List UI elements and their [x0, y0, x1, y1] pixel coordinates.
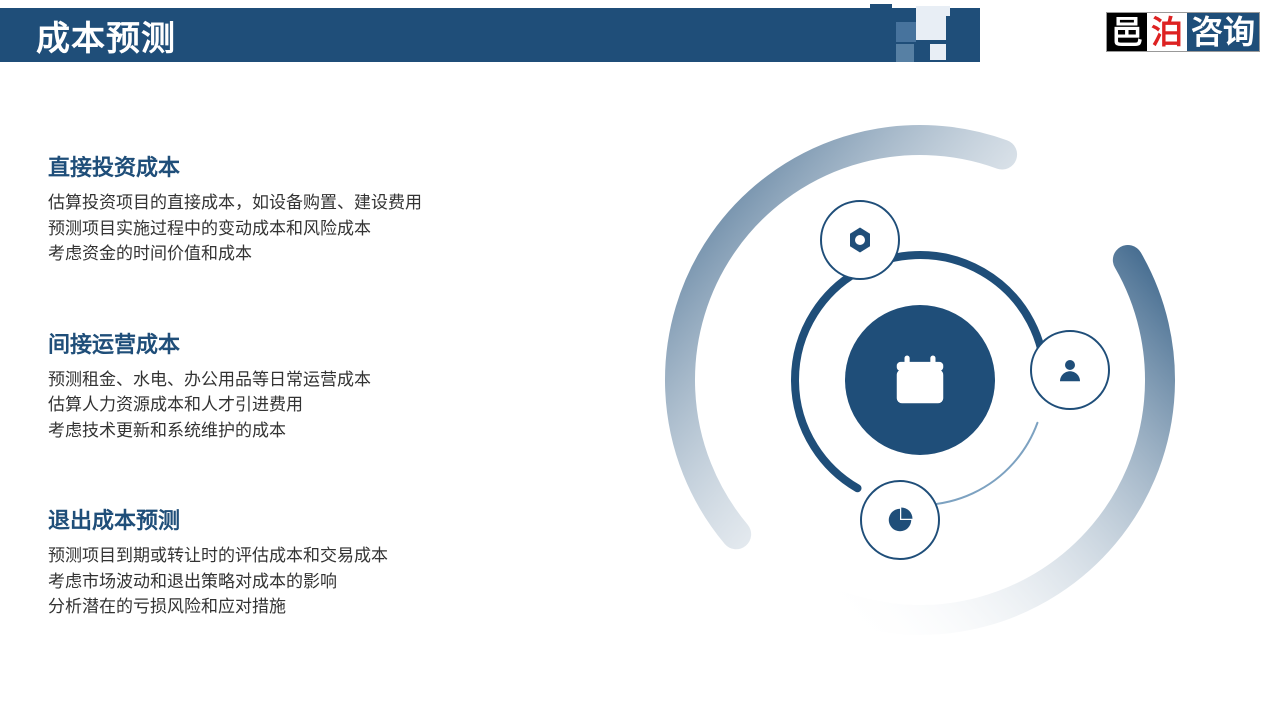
decor-square	[930, 44, 946, 60]
decor-square	[896, 22, 916, 42]
section-line: 预测项目到期或转让时的评估成本和交易成本	[48, 543, 588, 569]
radial-diagram	[660, 100, 1220, 660]
decor-square	[916, 6, 950, 40]
logo-part-1: 邑	[1107, 13, 1147, 51]
brand-logo: 邑 泊 咨询	[1106, 12, 1260, 52]
section-title: 直接投资成本	[48, 150, 588, 182]
decor-square	[870, 4, 892, 26]
pie-icon	[885, 505, 915, 535]
section-line: 考虑资金的时间价值和成本	[48, 241, 588, 267]
user-icon	[1055, 355, 1085, 385]
center-node	[845, 305, 995, 455]
section-title: 退出成本预测	[48, 503, 588, 535]
section: 退出成本预测预测项目到期或转让时的评估成本和交易成本考虑市场波动和退出策略对成本…	[48, 503, 588, 620]
pie-node	[860, 480, 940, 560]
section-line: 估算投资项目的直接成本，如设备购置、建设费用	[48, 190, 588, 216]
section-line: 预测项目实施过程中的变动成本和风险成本	[48, 216, 588, 242]
section-line: 分析潜在的亏损风险和应对措施	[48, 594, 588, 620]
hex-gear-icon	[845, 225, 875, 255]
title-decoration	[840, 8, 980, 78]
section-line: 考虑市场波动和退出策略对成本的影响	[48, 569, 588, 595]
decor-square	[896, 44, 914, 62]
content-column: 直接投资成本估算投资项目的直接成本，如设备购置、建设费用预测项目实施过程中的变动…	[48, 150, 588, 680]
page-title: 成本预测	[36, 11, 176, 60]
section-title: 间接运营成本	[48, 327, 588, 359]
user-node	[1030, 330, 1110, 410]
hex-gear-node	[820, 200, 900, 280]
title-bar: 成本预测	[0, 8, 1280, 62]
logo-part-3: 咨询	[1187, 13, 1259, 51]
section-line: 考虑技术更新和系统维护的成本	[48, 418, 588, 444]
section: 间接运营成本预测租金、水电、办公用品等日常运营成本估算人力资源成本和人才引进费用…	[48, 327, 588, 444]
calendar-icon	[889, 349, 951, 411]
logo-part-2: 泊	[1147, 13, 1187, 51]
decor-square	[946, 16, 972, 42]
section: 直接投资成本估算投资项目的直接成本，如设备购置、建设费用预测项目实施过程中的变动…	[48, 150, 588, 267]
section-line: 预测租金、水电、办公用品等日常运营成本	[48, 367, 588, 393]
section-line: 估算人力资源成本和人才引进费用	[48, 392, 588, 418]
